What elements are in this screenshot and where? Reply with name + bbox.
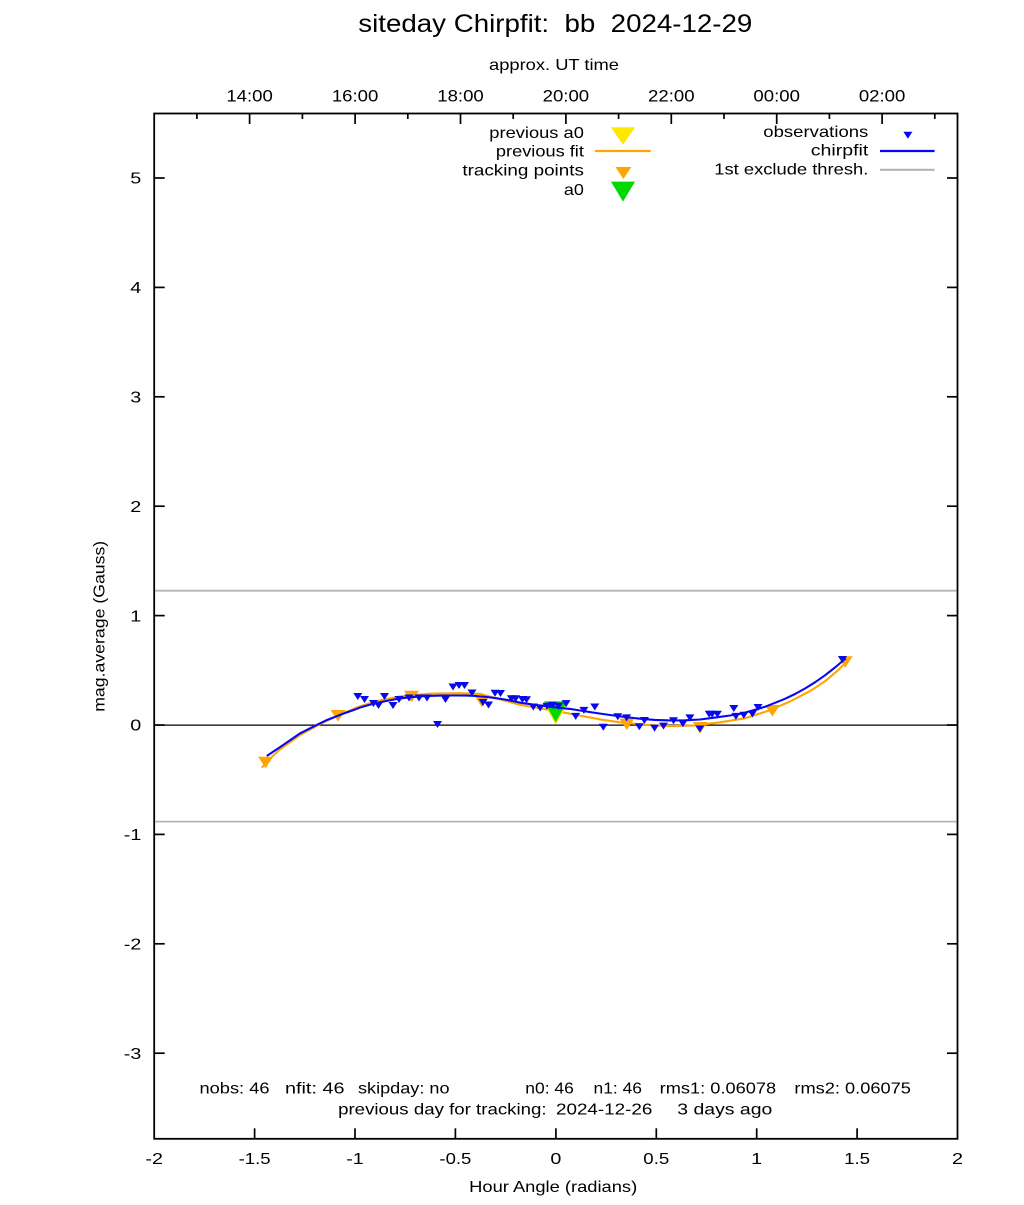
svg-text:observations: observations: [763, 124, 868, 141]
svg-text:-0.5: -0.5: [439, 1151, 471, 1168]
svg-text:1st exclude thresh.: 1st exclude thresh.: [714, 162, 868, 179]
svg-text:1: 1: [751, 1151, 762, 1168]
svg-text:previous day for tracking:: previous day for tracking:: [338, 1102, 546, 1119]
svg-text:16:00: 16:00: [332, 86, 379, 105]
svg-text:previous fit: previous fit: [496, 144, 585, 161]
svg-text:-2: -2: [145, 1151, 163, 1168]
svg-text:Hour Angle (radians): Hour Angle (radians): [469, 1179, 637, 1196]
svg-text:nfit: 46: nfit: 46: [285, 1081, 345, 1098]
svg-text:1.5: 1.5: [844, 1151, 870, 1168]
svg-text:-3: -3: [124, 1046, 142, 1063]
svg-text:0: 0: [130, 718, 141, 735]
svg-text:-1: -1: [346, 1151, 364, 1168]
svg-text:18:00: 18:00: [437, 86, 484, 105]
svg-text:4: 4: [130, 280, 141, 297]
svg-text:00:00: 00:00: [753, 86, 800, 105]
svg-text:chirpfit: chirpfit: [811, 142, 869, 159]
svg-text:siteday Chirpfit: bb 2024-12: siteday Chirpfit: bb 2024-12-29: [358, 10, 752, 38]
svg-text:skipday: no: skipday: no: [358, 1081, 450, 1098]
svg-text:1: 1: [130, 608, 141, 625]
svg-text:-1: -1: [124, 827, 142, 844]
svg-text:22:00: 22:00: [648, 86, 695, 105]
svg-text:tracking points: tracking points: [462, 162, 584, 179]
svg-text:mag.average (Gauss): mag.average (Gauss): [91, 541, 108, 712]
svg-text:-1.5: -1.5: [239, 1151, 271, 1168]
svg-text:02:00: 02:00: [859, 86, 906, 105]
svg-text:3: 3: [130, 390, 141, 407]
svg-text:2024-12-26: 2024-12-26: [556, 1102, 652, 1119]
svg-text:0.5: 0.5: [643, 1151, 669, 1168]
svg-text:previous a0: previous a0: [489, 125, 584, 142]
svg-text:a0: a0: [564, 182, 584, 199]
svg-text:0: 0: [550, 1151, 561, 1168]
svg-text:n1: 46: n1: 46: [594, 1081, 643, 1098]
svg-text:20:00: 20:00: [543, 86, 590, 105]
svg-text:14:00: 14:00: [226, 86, 273, 105]
svg-text:rms2: 0.06075: rms2: 0.06075: [794, 1081, 911, 1098]
svg-text:3 days ago: 3 days ago: [677, 1102, 772, 1119]
svg-text:2: 2: [130, 499, 141, 516]
svg-text:5: 5: [130, 171, 141, 188]
svg-text:-2: -2: [124, 937, 142, 954]
svg-text:rms1: 0.06078: rms1: 0.06078: [660, 1081, 777, 1098]
svg-text:2: 2: [952, 1151, 963, 1168]
svg-text:approx. UT time: approx. UT time: [489, 57, 619, 74]
svg-text:n0: 46: n0: 46: [525, 1081, 574, 1098]
svg-text:nobs: 46: nobs: 46: [200, 1081, 270, 1098]
